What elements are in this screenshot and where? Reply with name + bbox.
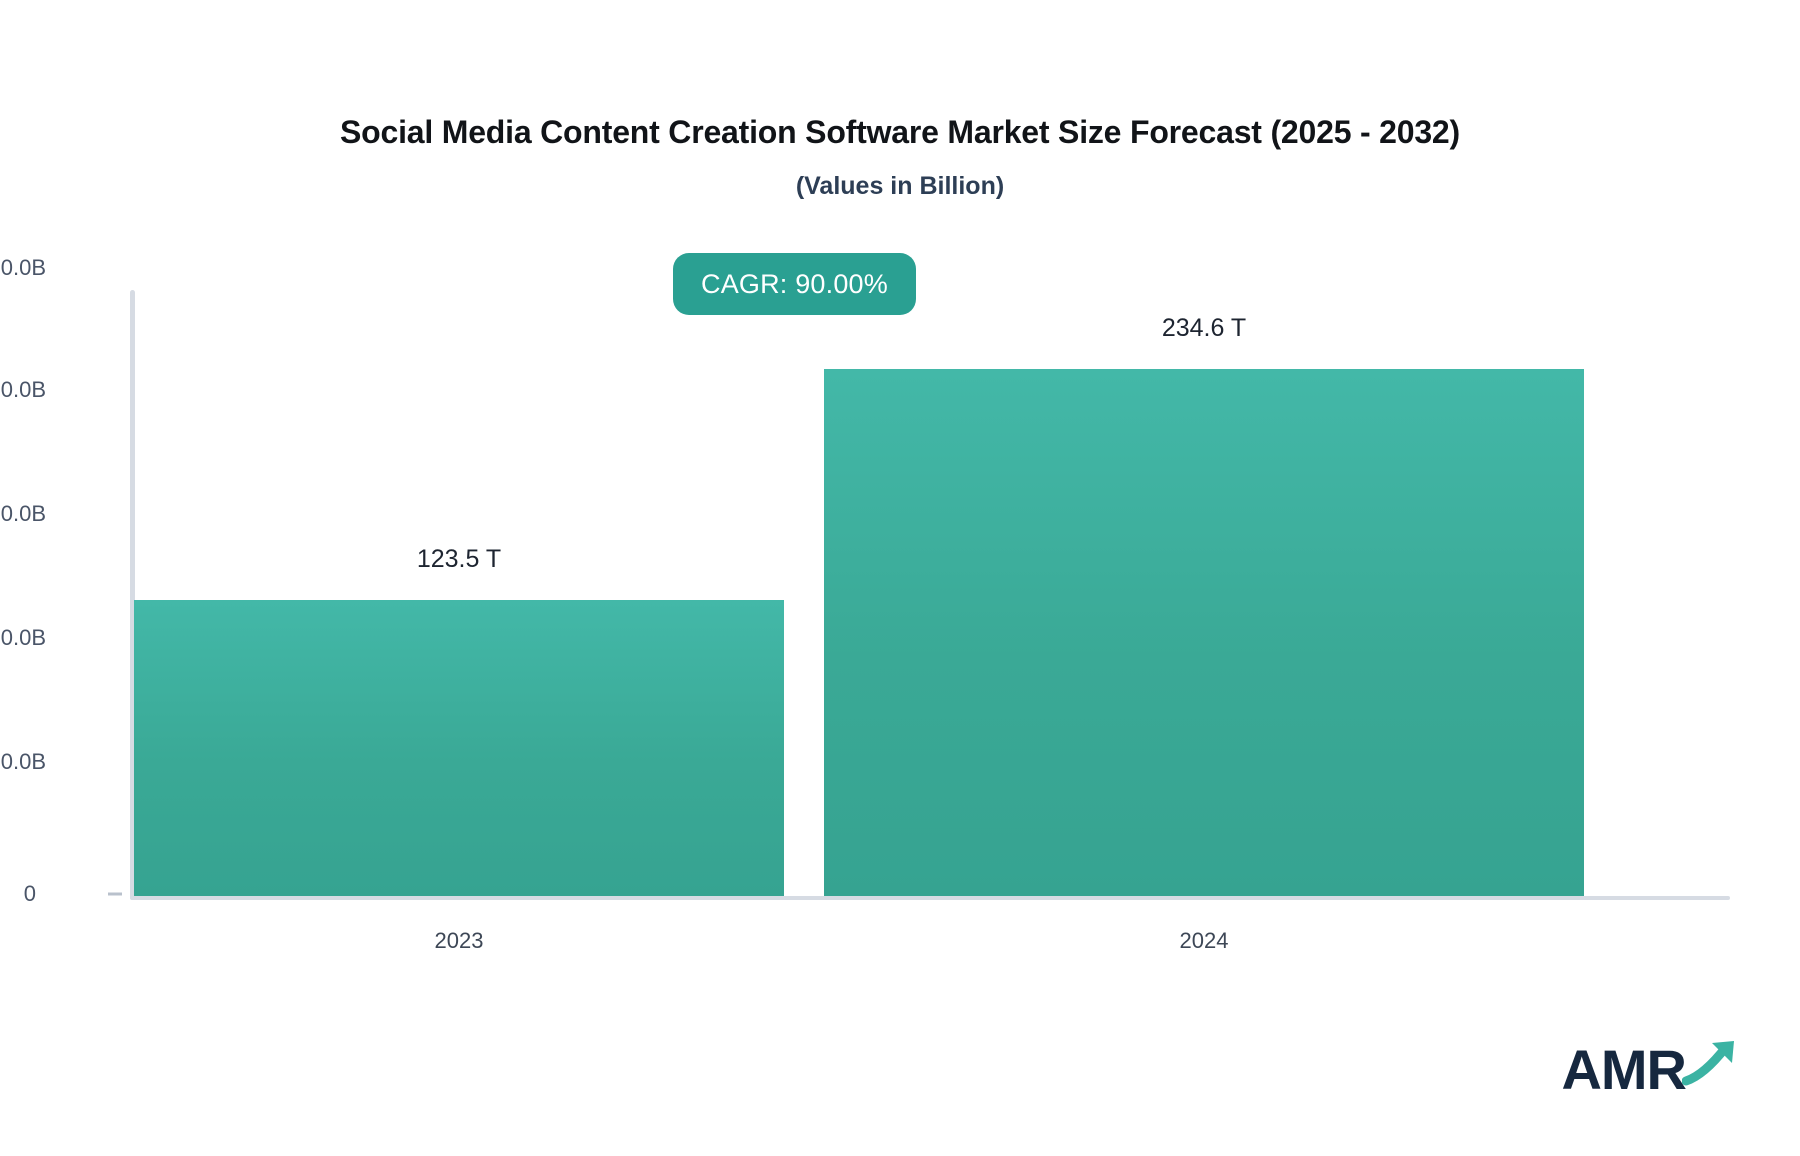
y-tick-label-2: 0000.0B (0, 625, 46, 650)
growth-arrow-icon (1681, 1037, 1740, 1092)
y-axis-line (130, 290, 135, 900)
y-tick-label-1: 0000.0B (0, 749, 46, 774)
y-tick-label-5: 0000.0B (0, 255, 46, 280)
y-tick-label-4: 0000.0B (0, 377, 46, 402)
bar-2024[interactable] (824, 369, 1584, 896)
x-axis-category-2024: 2024 (1179, 928, 1229, 953)
page-title: Social Media Content Creation Software M… (340, 114, 1460, 150)
y-tick-mark-zero (108, 892, 122, 896)
bar-value-label-2024: 234.6 T (1161, 314, 1247, 342)
page-subtitle: (Values in Billion) (795, 172, 1005, 200)
x-axis-line (130, 896, 1730, 900)
cagr-badge[interactable]: CAGR: 90.00% (673, 253, 916, 315)
y-tick-label-zero: 0 (23, 881, 36, 906)
bar-value-label-2023: 123.5 T (416, 545, 502, 573)
bar-2023[interactable] (134, 600, 784, 896)
x-axis-category-2023: 2023 (434, 928, 484, 953)
plot-area: 0000.0B 0000.0B 0000.0B 0000.0B 0000.0B … (0, 255, 1730, 953)
amr-logo-text: AMR (1561, 1038, 1687, 1101)
y-tick-label-3: 0000.0B (0, 501, 46, 526)
cagr-badge-label: CAGR: 90.00% (701, 268, 888, 299)
amr-logo: AMR (1561, 1037, 1740, 1098)
